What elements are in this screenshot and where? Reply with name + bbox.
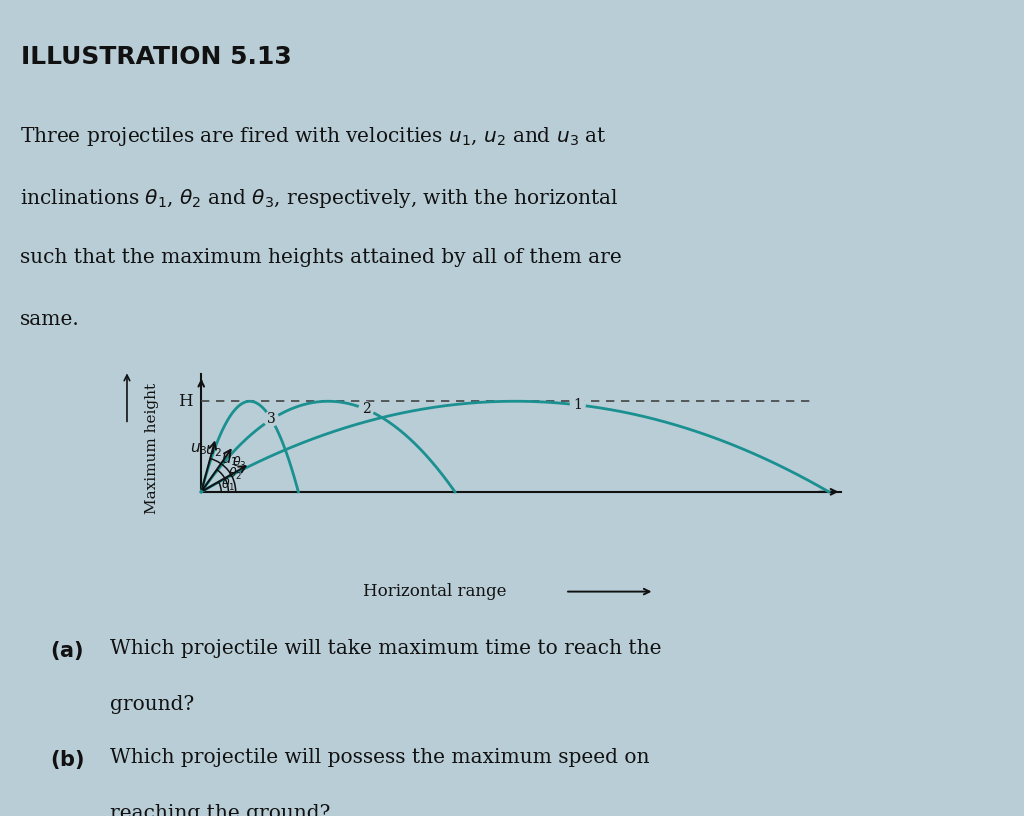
Circle shape [264, 411, 279, 426]
Text: $u_1$: $u_1$ [221, 452, 239, 468]
Text: $u_3$: $u_3$ [189, 441, 208, 457]
Text: $\theta_1$: $\theta_1$ [221, 477, 236, 493]
Text: ground?: ground? [110, 695, 194, 714]
Text: $\theta_2$: $\theta_2$ [228, 466, 242, 482]
Text: Maximum height: Maximum height [144, 384, 159, 514]
Text: 3: 3 [267, 412, 275, 426]
Text: such that the maximum heights attained by all of them are: such that the maximum heights attained b… [20, 248, 622, 267]
Text: reaching the ground?: reaching the ground? [110, 804, 330, 816]
Text: same.: same. [20, 309, 80, 329]
Text: Which projectile will take maximum time to reach the: Which projectile will take maximum time … [110, 639, 662, 658]
Text: Three projectiles are fired with velocities $u_1$, $u_2$ and $u_3$ at: Three projectiles are fired with velocit… [20, 125, 607, 148]
Text: $\theta_3$: $\theta_3$ [232, 455, 247, 471]
Text: $\mathbf{(a)}$: $\mathbf{(a)}$ [50, 639, 83, 662]
Text: 1: 1 [573, 398, 583, 412]
Circle shape [358, 402, 374, 417]
Text: $\mathbf{(b)}$: $\mathbf{(b)}$ [50, 747, 84, 771]
Text: inclinations $\theta_1$, $\theta_2$ and $\theta_3$, respectively, with the horiz: inclinations $\theta_1$, $\theta_2$ and … [20, 187, 618, 210]
Circle shape [570, 397, 585, 412]
Text: Which projectile will possess the maximum speed on: Which projectile will possess the maximu… [110, 747, 649, 767]
Text: ILLUSTRATION 5.13: ILLUSTRATION 5.13 [22, 45, 292, 69]
Text: $u_2$: $u_2$ [205, 443, 222, 459]
Text: 2: 2 [361, 402, 371, 416]
Text: H: H [177, 392, 193, 410]
Text: Horizontal range: Horizontal range [364, 583, 507, 600]
